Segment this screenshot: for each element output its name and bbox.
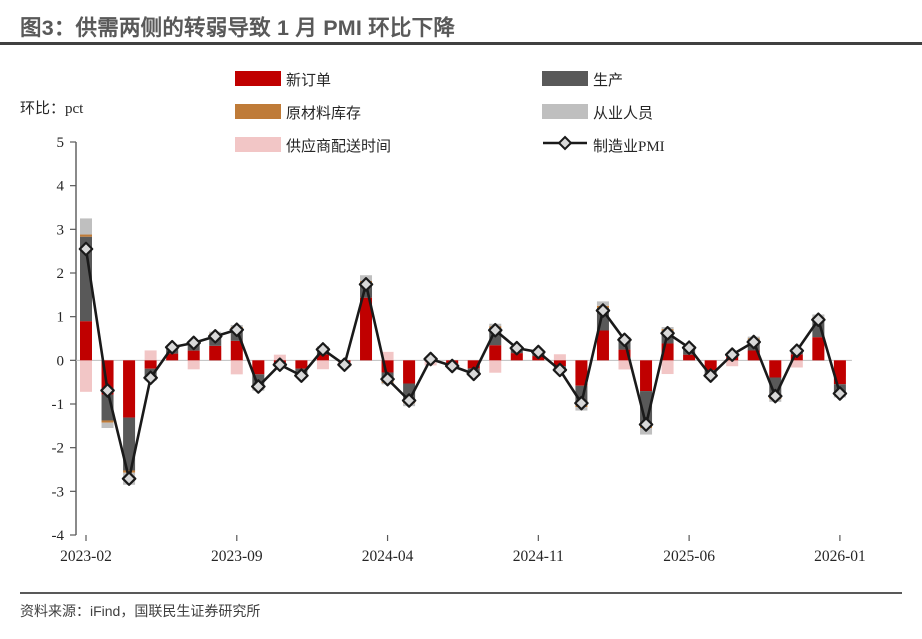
svg-text:2025-06: 2025-06 — [663, 548, 715, 565]
svg-text:-1: -1 — [52, 397, 65, 413]
svg-text:2: 2 — [57, 266, 65, 282]
svg-text:5: 5 — [57, 135, 65, 151]
svg-text:2023-09: 2023-09 — [211, 548, 263, 565]
svg-text:-4: -4 — [52, 528, 65, 544]
svg-text:-2: -2 — [52, 441, 65, 457]
svg-text:2023-02: 2023-02 — [60, 548, 112, 565]
svg-text:2026-01: 2026-01 — [814, 548, 866, 565]
svg-text:0: 0 — [57, 353, 65, 369]
svg-text:1: 1 — [57, 310, 65, 326]
svg-text:2024-11: 2024-11 — [513, 548, 564, 565]
svg-text:-3: -3 — [52, 484, 65, 500]
svg-text:4: 4 — [57, 179, 65, 195]
svg-text:3: 3 — [57, 222, 65, 238]
svg-text:2024-04: 2024-04 — [362, 548, 414, 565]
